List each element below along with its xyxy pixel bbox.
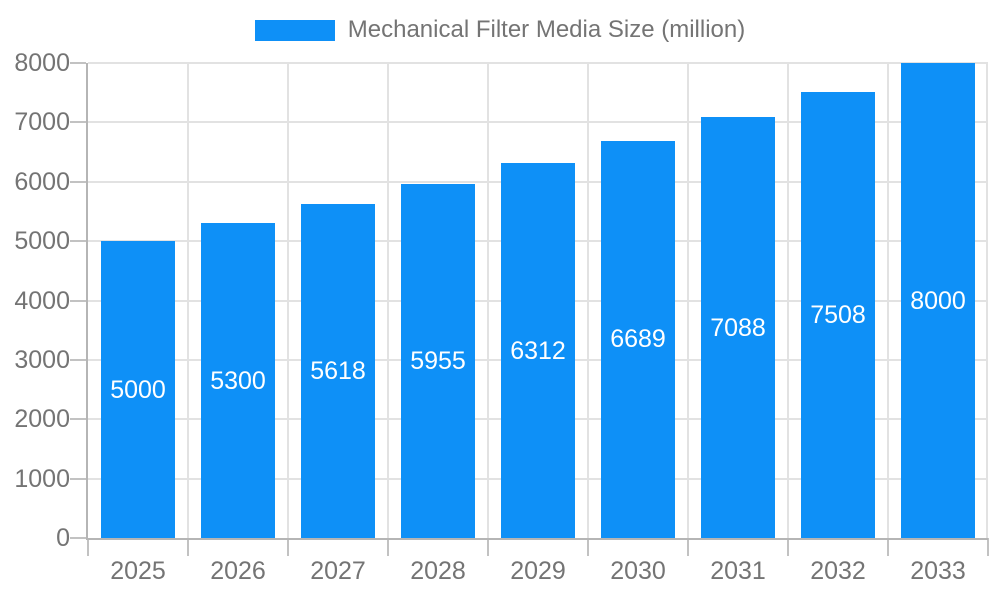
bar-value-label: 6689 bbox=[610, 325, 666, 354]
x-axis-tick bbox=[987, 538, 989, 556]
legend: Mechanical Filter Media Size (million) bbox=[0, 16, 1000, 44]
bar-value-label: 7088 bbox=[710, 313, 766, 342]
y-tick-label: 8000 bbox=[14, 49, 70, 77]
y-axis-tick bbox=[70, 180, 86, 183]
bar-value-label: 5000 bbox=[110, 375, 166, 404]
bar bbox=[401, 184, 475, 538]
gridline-vertical bbox=[187, 63, 189, 538]
bar bbox=[201, 223, 275, 538]
x-axis-line bbox=[86, 538, 988, 540]
y-axis-tick bbox=[70, 358, 86, 361]
gridline-vertical bbox=[787, 63, 789, 538]
x-axis-tick bbox=[687, 538, 689, 556]
bar bbox=[901, 63, 975, 538]
bar bbox=[701, 117, 775, 538]
x-tick-label: 2028 bbox=[410, 557, 466, 585]
gridline-vertical bbox=[487, 63, 489, 538]
gridline-vertical bbox=[986, 63, 988, 538]
bar-value-label: 8000 bbox=[910, 286, 966, 315]
legend-label: Mechanical Filter Media Size (million) bbox=[347, 16, 746, 43]
gridline-vertical bbox=[887, 63, 889, 538]
gridline-horizontal bbox=[88, 121, 988, 124]
x-tick-label: 2033 bbox=[910, 557, 966, 585]
x-tick-label: 2030 bbox=[610, 557, 666, 585]
y-tick-label: 5000 bbox=[14, 227, 70, 256]
x-axis-tick bbox=[387, 538, 389, 556]
gridline-vertical bbox=[287, 63, 289, 538]
y-tick-label: 2000 bbox=[14, 405, 70, 434]
gridline-vertical bbox=[387, 63, 389, 538]
plot-area: 0 1000 2000 3000 4000 5000 6000 7000 8000 5000 202… bbox=[14, 50, 989, 584]
x-tick-label: 2026 bbox=[210, 557, 266, 585]
y-tick-label: 0 bbox=[56, 524, 70, 552]
x-axis-tick bbox=[187, 538, 189, 556]
gridline-vertical bbox=[587, 63, 589, 538]
y-tick-label: 7000 bbox=[14, 108, 70, 137]
bar bbox=[501, 163, 575, 538]
y-tick-label: 3000 bbox=[14, 345, 70, 374]
y-axis-tick bbox=[70, 418, 86, 421]
x-axis-tick bbox=[587, 538, 589, 556]
x-tick-label: 2029 bbox=[510, 557, 566, 585]
y-axis-tick bbox=[70, 121, 86, 124]
x-tick-label: 2032 bbox=[810, 557, 866, 585]
bar-value-label: 6312 bbox=[510, 336, 566, 365]
bar-value-label: 7508 bbox=[810, 301, 866, 330]
y-axis-line bbox=[86, 63, 88, 538]
bar-value-label: 5300 bbox=[210, 366, 266, 395]
legend-swatch bbox=[254, 19, 335, 41]
y-axis-tick bbox=[70, 477, 86, 480]
y-tick-label: 6000 bbox=[14, 167, 70, 196]
x-axis-tick bbox=[487, 538, 489, 556]
x-axis-tick bbox=[287, 538, 289, 556]
gridline-vertical bbox=[687, 63, 689, 538]
x-axis-tick bbox=[787, 538, 789, 556]
gridline-horizontal bbox=[88, 62, 988, 64]
y-tick-label: 1000 bbox=[14, 464, 70, 493]
y-axis-tick bbox=[70, 537, 86, 539]
x-tick-label: 2025 bbox=[110, 557, 166, 585]
bar bbox=[801, 92, 875, 538]
bar-value-label: 5618 bbox=[310, 357, 366, 386]
x-axis-tick bbox=[887, 538, 889, 556]
x-tick-label: 2027 bbox=[310, 557, 366, 585]
bar-value-label: 5955 bbox=[410, 347, 466, 376]
bar bbox=[301, 204, 375, 538]
x-axis-tick bbox=[87, 538, 89, 556]
y-tick-label: 4000 bbox=[14, 286, 70, 315]
bar bbox=[601, 140, 675, 538]
x-tick-label: 2031 bbox=[710, 557, 766, 585]
y-axis-tick bbox=[70, 240, 86, 243]
y-axis-tick bbox=[70, 299, 86, 302]
y-axis-tick bbox=[70, 62, 86, 64]
bar bbox=[101, 241, 175, 538]
